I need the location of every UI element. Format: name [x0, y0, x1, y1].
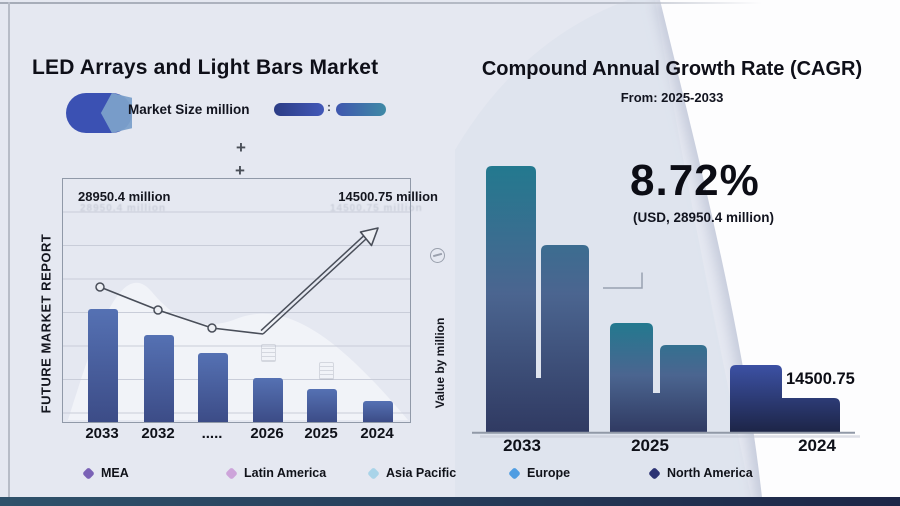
- legend-item-label: Asia Pacific: [386, 466, 457, 480]
- bar-value-annotation: 14500.75: [786, 370, 855, 388]
- chart-end-value-label: 14500.75 million: [338, 189, 438, 204]
- left-chart-bar: [253, 378, 283, 422]
- legend-diamond-icon: [648, 466, 661, 480]
- right-chart-bar-pair: [610, 323, 707, 432]
- value-axis-label: Value by million: [433, 317, 447, 409]
- right-x-tick-label: 2024: [798, 436, 836, 455]
- cagr-subtitle: From: 2025-2033: [620, 90, 724, 105]
- right-x-tick-label: 2025: [631, 436, 669, 455]
- gradient-pill-left: [274, 103, 324, 116]
- document-watermark-icon: [261, 344, 276, 362]
- cagr-usd-caption: (USD, 28950.4 million): [633, 210, 775, 225]
- ratio-separator: :: [327, 100, 331, 114]
- document-watermark-icon: [319, 362, 334, 380]
- left-x-tick-label: 2024: [360, 425, 394, 442]
- legend-item-label: Latin America: [244, 466, 327, 480]
- left-chart-bar: [307, 389, 337, 422]
- legend-item: MEA: [82, 464, 129, 482]
- corner-bracket-line: [603, 272, 643, 289]
- left-chart-bar: [363, 401, 393, 422]
- plus-mark-top: +: [236, 138, 246, 157]
- left-x-tick-label: 2032: [141, 425, 175, 442]
- legend-diamond-icon: [82, 466, 95, 480]
- right-chart-bar-pair: [486, 166, 589, 432]
- legend-item-label: North America: [667, 466, 753, 480]
- bottom-accent-strip: [0, 497, 900, 506]
- legend-diamond-icon: [367, 466, 380, 480]
- gradient-pill-right: [336, 103, 386, 116]
- legend-item: Latin America: [225, 464, 327, 482]
- watermark-ghost-left: 28950.4 million: [80, 203, 167, 214]
- cagr-title: Compound Annual Growth Rate (CAGR): [481, 58, 863, 80]
- legend-diamond-icon: [508, 466, 521, 480]
- left-chart-bar: [144, 335, 174, 422]
- minus-circle-icon: [430, 248, 445, 263]
- legend-item-label: Europe: [527, 466, 571, 480]
- brand-logo-icon: [66, 93, 132, 133]
- left-x-tick-label: 2025: [304, 425, 338, 442]
- page-title: LED Arrays and Light Bars Market: [32, 56, 379, 79]
- left-x-tick-label: 2033: [85, 425, 119, 442]
- chart-start-value-label: 28950.4 million: [78, 189, 171, 204]
- legend-item: Asia Pacific: [367, 464, 457, 482]
- future-market-report-label: FUTURE MARKET REPORT: [38, 233, 54, 414]
- plus-mark-bottom: +: [235, 161, 245, 180]
- left-x-tick-label: .....: [201, 425, 223, 442]
- legend-diamond-icon: [225, 466, 238, 480]
- left-x-tick-label: 2026: [250, 425, 284, 442]
- legend-item: North America: [648, 464, 753, 482]
- left-chart-bar: [198, 353, 228, 422]
- legend-item: Europe: [508, 464, 571, 482]
- left-chart-bar: [88, 309, 118, 422]
- legend-item-label: MEA: [101, 466, 129, 480]
- market-size-caption: Market Size million: [128, 102, 250, 117]
- watermark-ghost-right: 14500.75 million: [330, 203, 423, 214]
- cagr-percentage: 8.72%: [630, 156, 760, 205]
- right-x-tick-label: 2033: [503, 436, 541, 455]
- left-frame-line: [8, 2, 10, 497]
- left-chart-plot-area: [62, 178, 411, 423]
- top-frame-line: [0, 2, 762, 4]
